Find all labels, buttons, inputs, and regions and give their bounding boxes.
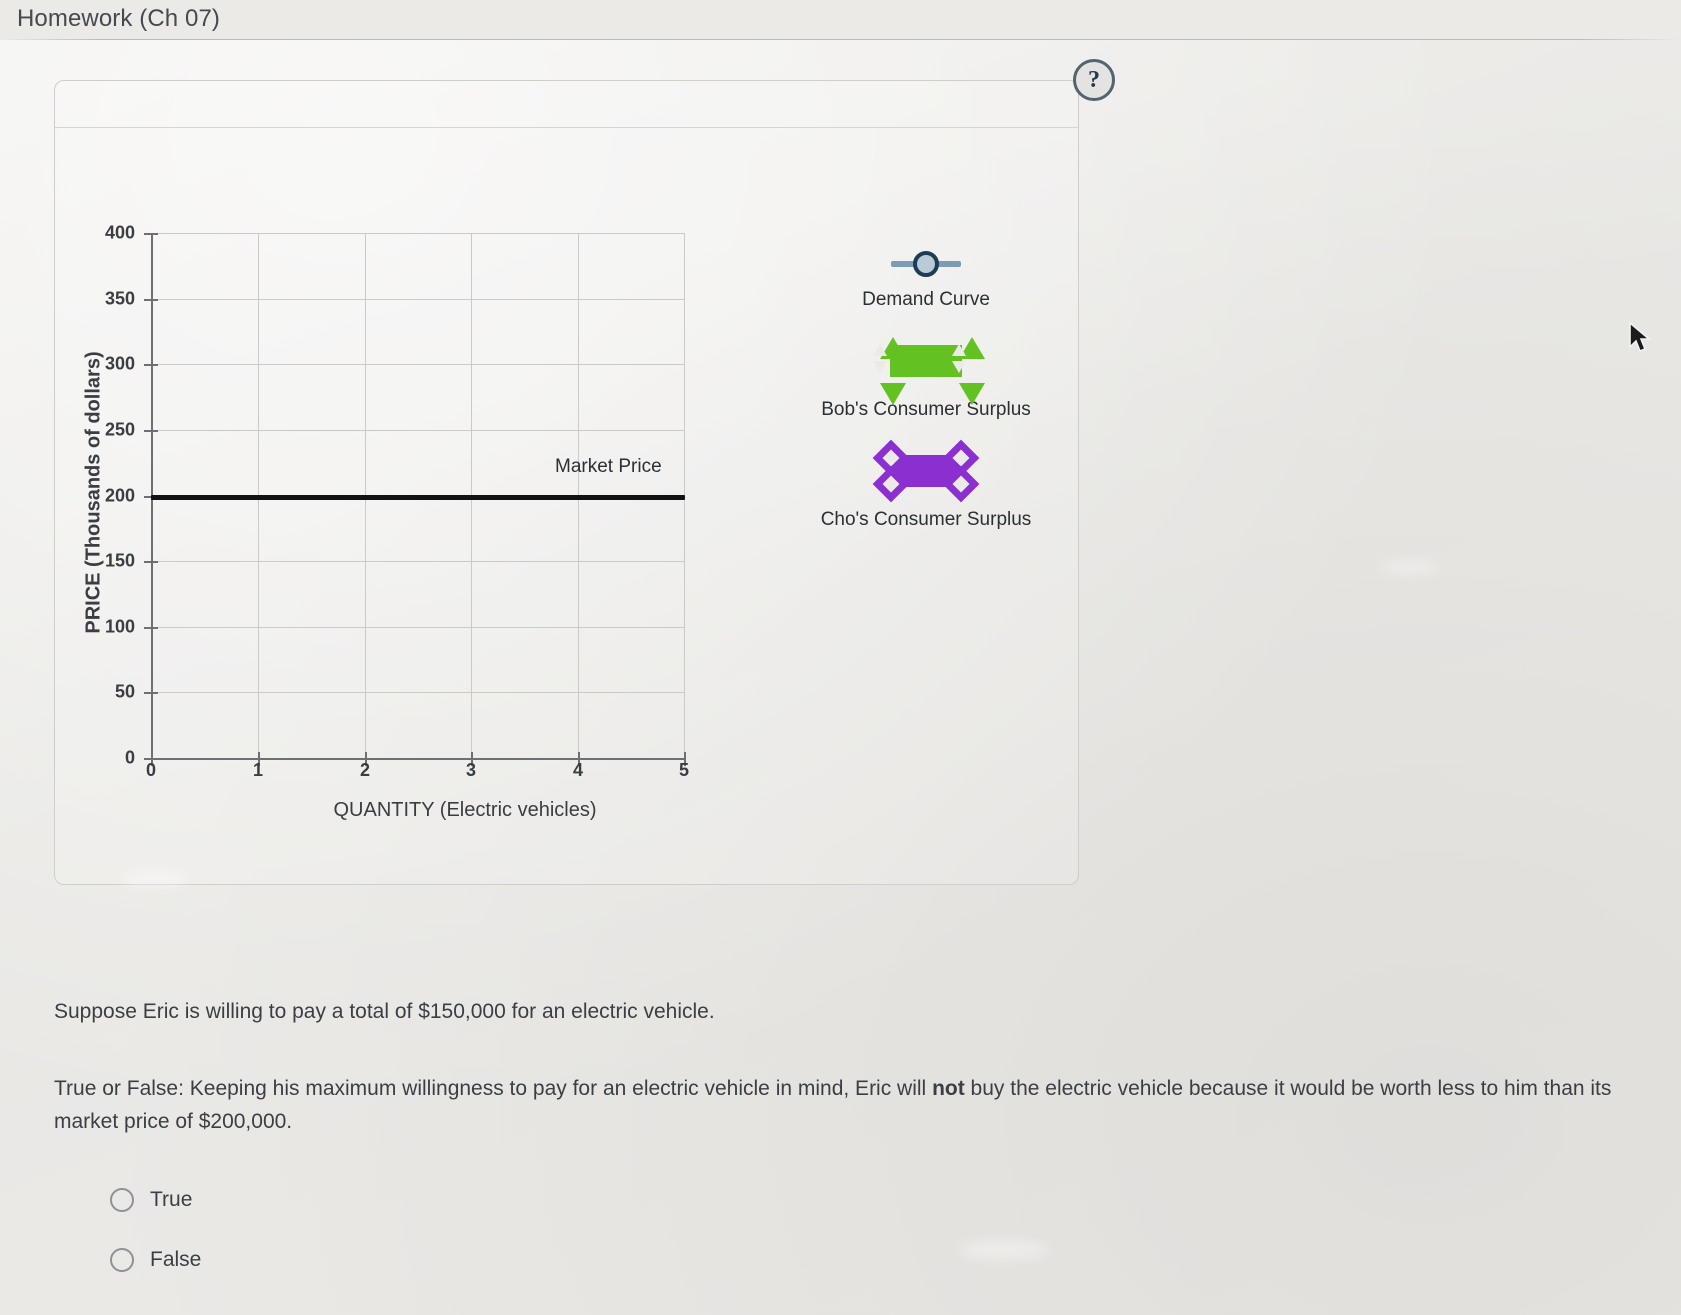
y-axis-title: PRICE (Thousands of dollars) bbox=[82, 351, 105, 634]
radio-button-false[interactable] bbox=[110, 1248, 134, 1272]
chart-container: PRICE (Thousands of dollars) QUANTITY (E… bbox=[55, 81, 1080, 886]
y-axis-label: 150 bbox=[104, 550, 135, 571]
page-header: Homework (Ch 07) bbox=[0, 0, 1681, 40]
legend-label-bobs-consumer-surplus: Bob's Consumer Surplus bbox=[821, 399, 1031, 420]
y-axis-tick bbox=[144, 627, 158, 629]
market-price-label: Market Price bbox=[555, 456, 662, 477]
x-axis-line bbox=[151, 758, 685, 760]
green-rectangle-triangle-handles-icon bbox=[873, 335, 985, 405]
purple-rectangle-diamond-handles-icon bbox=[872, 439, 980, 503]
y-axis-label: 400 bbox=[104, 222, 135, 243]
legend-item-chos-consumer-surplus[interactable]: Cho's Consumer Surplus bbox=[781, 439, 1071, 531]
line-with-circle-marker-icon bbox=[891, 251, 961, 277]
plot-area: 400 350 300 250 200 150 100 50 0 0 1 2 3… bbox=[105, 223, 689, 781]
x-axis-label: 0 bbox=[145, 760, 157, 780]
option-label-false: False bbox=[150, 1248, 202, 1271]
y-axis-label: 300 bbox=[104, 353, 135, 374]
mouse-cursor-icon bbox=[1629, 322, 1652, 353]
y-axis-tick bbox=[144, 561, 158, 563]
figure-panel: ? PRICE (Thousands of dollars) QUANTITY … bbox=[54, 59, 1115, 886]
y-axis-tick bbox=[144, 430, 158, 432]
market-price-line bbox=[151, 495, 685, 500]
paper-smudge bbox=[960, 1240, 1050, 1260]
x-axis-tick bbox=[258, 752, 260, 766]
y-axis-label: 0 bbox=[124, 747, 135, 768]
x-axis-label: 5 bbox=[678, 760, 690, 780]
option-true[interactable]: True bbox=[110, 1174, 201, 1226]
question-premise: Suppose Eric is willing to pay a total o… bbox=[54, 1000, 715, 1023]
legend-label-demand-curve: Demand Curve bbox=[862, 289, 990, 310]
y-axis-label: 200 bbox=[104, 485, 135, 506]
y-axis-tick bbox=[144, 299, 158, 301]
x-axis-tick bbox=[151, 752, 153, 766]
y-axis-label: 100 bbox=[104, 616, 135, 637]
question-prompt-emphasis: not bbox=[932, 1077, 965, 1100]
x-axis-tick bbox=[471, 752, 473, 766]
paper-smudge bbox=[1380, 560, 1440, 574]
question-prompt: True or False: Keeping his maximum willi… bbox=[54, 1073, 1630, 1138]
gridline-horizontal bbox=[151, 627, 685, 628]
y-axis-tick bbox=[144, 692, 158, 694]
header-divider bbox=[0, 39, 1681, 40]
page-title: Homework (Ch 07) bbox=[17, 5, 220, 32]
option-label-true: True bbox=[150, 1188, 193, 1211]
chart-legend: Demand Curve bbox=[781, 251, 1071, 555]
panel-divider bbox=[55, 127, 1078, 128]
y-axis-tick bbox=[144, 233, 158, 235]
x-axis-label: 2 bbox=[359, 760, 371, 780]
y-axis-tick bbox=[144, 364, 158, 366]
answer-options: True False bbox=[110, 1174, 201, 1286]
y-axis-label: 50 bbox=[114, 681, 135, 702]
help-icon[interactable]: ? bbox=[1073, 59, 1115, 101]
x-axis-tick bbox=[365, 752, 367, 766]
option-false[interactable]: False bbox=[110, 1234, 201, 1286]
x-axis-tick bbox=[578, 752, 580, 766]
y-axis-label: 250 bbox=[104, 419, 135, 440]
x-axis-label: 1 bbox=[252, 760, 264, 780]
legend-item-bobs-consumer-surplus[interactable]: Bob's Consumer Surplus bbox=[781, 335, 1071, 421]
x-axis-tick bbox=[684, 752, 686, 766]
x-axis-title: QUANTITY (Electric vehicles) bbox=[333, 799, 597, 821]
gridline-horizontal bbox=[151, 692, 685, 693]
question-prompt-part2: buy the electric vehicle because it woul… bbox=[54, 1077, 1612, 1133]
x-axis-label: 4 bbox=[572, 760, 584, 780]
legend-item-demand-curve[interactable]: Demand Curve bbox=[781, 251, 1071, 311]
gridline-horizontal bbox=[151, 364, 685, 365]
question-prompt-part1: True or False: Keeping his maximum willi… bbox=[54, 1077, 933, 1100]
gridline-horizontal bbox=[151, 561, 685, 562]
radio-button-true[interactable] bbox=[110, 1188, 134, 1212]
y-axis-label: 350 bbox=[104, 288, 135, 309]
gridline-horizontal bbox=[151, 430, 685, 431]
gridline-horizontal bbox=[151, 299, 685, 300]
legend-label-chos-consumer-surplus: Cho's Consumer Surplus bbox=[820, 509, 1032, 530]
x-axis-label: 3 bbox=[465, 760, 477, 780]
gridline-horizontal bbox=[151, 233, 685, 234]
